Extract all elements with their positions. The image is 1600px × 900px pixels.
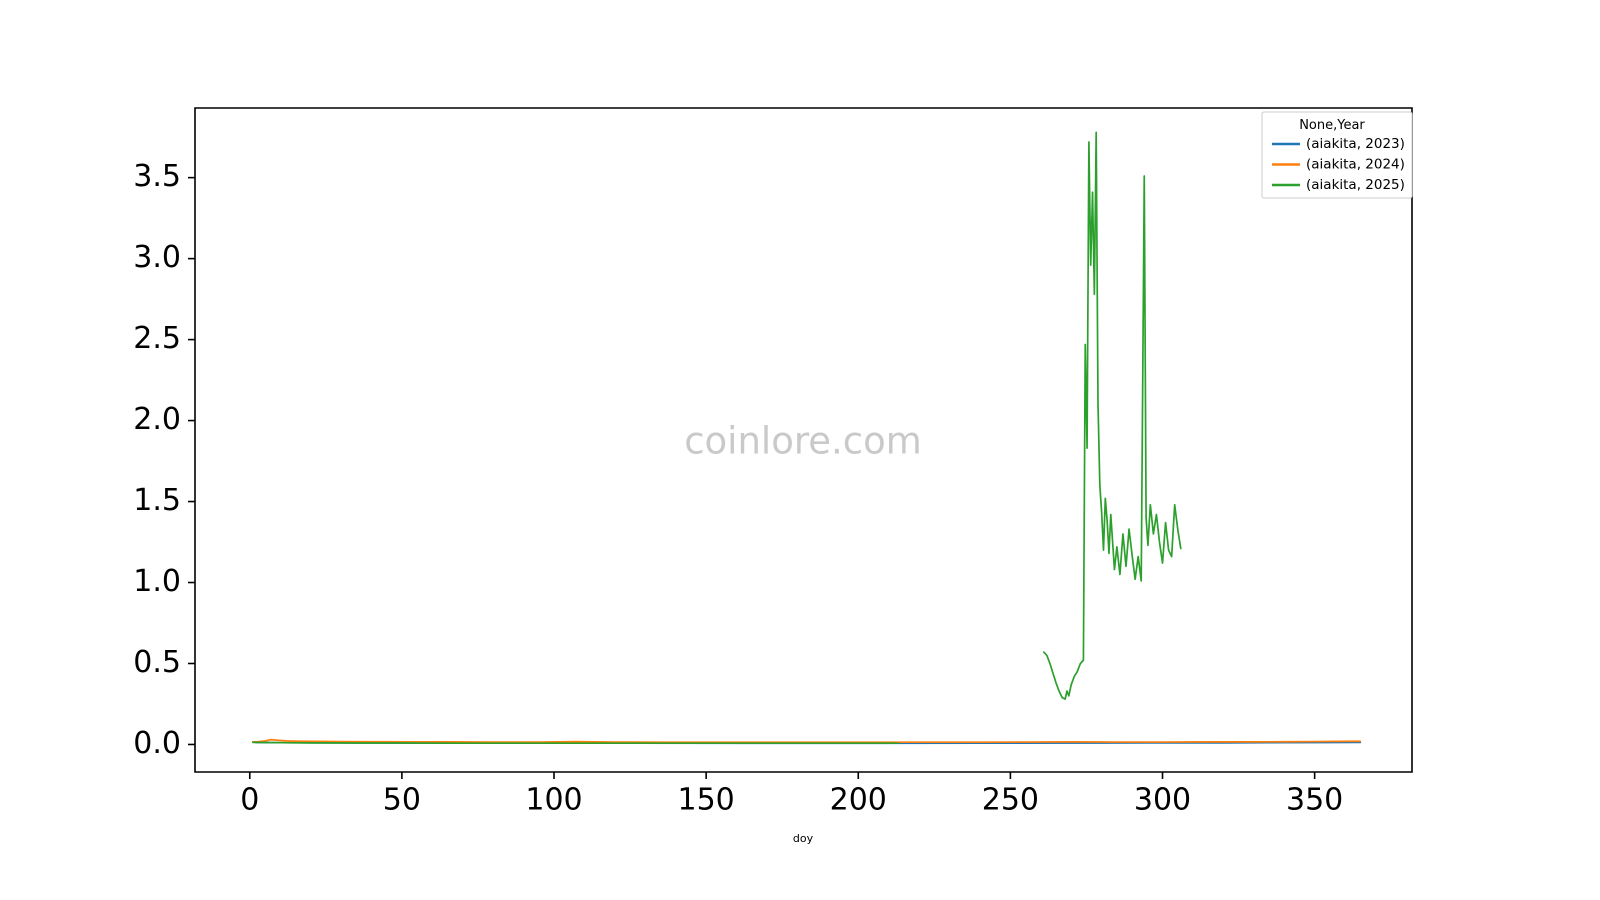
- legend-label-1: (aiakita, 2024): [1306, 157, 1405, 173]
- x-axis-label: doy: [793, 832, 814, 845]
- legend-title: None,Year: [1299, 118, 1365, 133]
- y-tick-label: 1.5: [133, 483, 181, 518]
- data-series-group: [251, 131, 1362, 745]
- series-line-1: [251, 738, 1362, 744]
- legend-label-2: (aiakita, 2025): [1306, 177, 1405, 193]
- plot-area-background: [195, 108, 1412, 772]
- legend-entries: (aiakita, 2023) (aiakita, 2024) (aiakita, …: [1272, 136, 1405, 193]
- x-tick-label: 150: [678, 783, 735, 818]
- legend-label-0: (aiakita, 2023): [1306, 136, 1405, 152]
- y-tick-label: 2.0: [133, 402, 181, 437]
- y-tick-label: 3.0: [133, 240, 181, 275]
- x-tick-label: 250: [982, 783, 1039, 818]
- watermark-label: coinlore.com: [684, 420, 922, 463]
- chart-legend[interactable]: None,Year (aiakita, 2023) (aiakita, 2024)…: [1261, 111, 1413, 199]
- legend-background: [1261, 111, 1413, 199]
- series-line-2: [251, 741, 899, 745]
- y-tick-label: 0.0: [133, 726, 181, 761]
- x-tick-label: 350: [1286, 783, 1343, 818]
- axes-frame: [194, 107, 1413, 773]
- x-tick-label: 100: [525, 783, 582, 818]
- series-line-3: [1043, 131, 1182, 700]
- x-tick-label: 200: [830, 783, 887, 818]
- x-tick-label: 0: [240, 783, 259, 818]
- x-tick-label: 50: [383, 783, 421, 818]
- y-tick-label: 1.0: [133, 564, 181, 599]
- y-tick-label: 3.5: [133, 159, 181, 194]
- x-tick-label: 300: [1134, 783, 1191, 818]
- y-tick-label: 2.5: [133, 321, 181, 356]
- y-tick-label: 0.5: [133, 645, 181, 680]
- axis-ticks-group: 0.0 0.5 1.0 1.5 2.0 2.5 3.0 3.5 0 50 100 150 200 250 3…: [133, 159, 1343, 817]
